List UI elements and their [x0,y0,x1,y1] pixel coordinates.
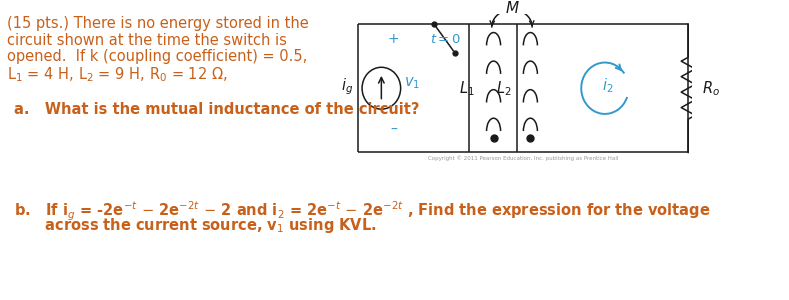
Text: $i_g$: $i_g$ [341,76,353,97]
Text: a.   What is the mutual inductance of the circuit?: a. What is the mutual inductance of the … [14,102,420,117]
Text: Copyright © 2011 Pearson Education, Inc. publishing as Prentice Hall: Copyright © 2011 Pearson Education, Inc.… [428,155,618,161]
Text: $M$: $M$ [505,0,519,16]
Text: L$_1$ = 4 H, L$_2$ = 9 H, R$_0$ = 12 $\Omega$,: L$_1$ = 4 H, L$_2$ = 9 H, R$_0$ = 12 $\O… [7,65,228,84]
Text: $R_o$: $R_o$ [702,79,720,98]
Text: $L_2$: $L_2$ [495,79,511,98]
Text: +: + [388,32,399,46]
Text: $t=0$: $t=0$ [429,34,461,46]
Text: $L_1$: $L_1$ [458,79,474,98]
Text: $i_2$: $i_2$ [602,76,613,95]
Text: circuit shown at the time the switch is: circuit shown at the time the switch is [7,32,287,47]
Text: (15 pts.) There is no energy stored in the: (15 pts.) There is no energy stored in t… [7,16,308,32]
Text: –: – [391,123,397,137]
Text: $v_1$: $v_1$ [404,76,421,91]
Text: across the current source, v$_1$ using KVL.: across the current source, v$_1$ using K… [14,216,377,235]
Text: opened.  If k (coupling coefficient) = 0.5,: opened. If k (coupling coefficient) = 0.… [7,49,307,64]
Text: b.   If i$_g$ = -2e$^{-t}$ $-$ 2e$^{-2t}$ $-$ 2 and i$_2$ = 2e$^{-t}$ $-$ 2e$^{-: b. If i$_g$ = -2e$^{-t}$ $-$ 2e$^{-2t}$ … [14,200,710,224]
